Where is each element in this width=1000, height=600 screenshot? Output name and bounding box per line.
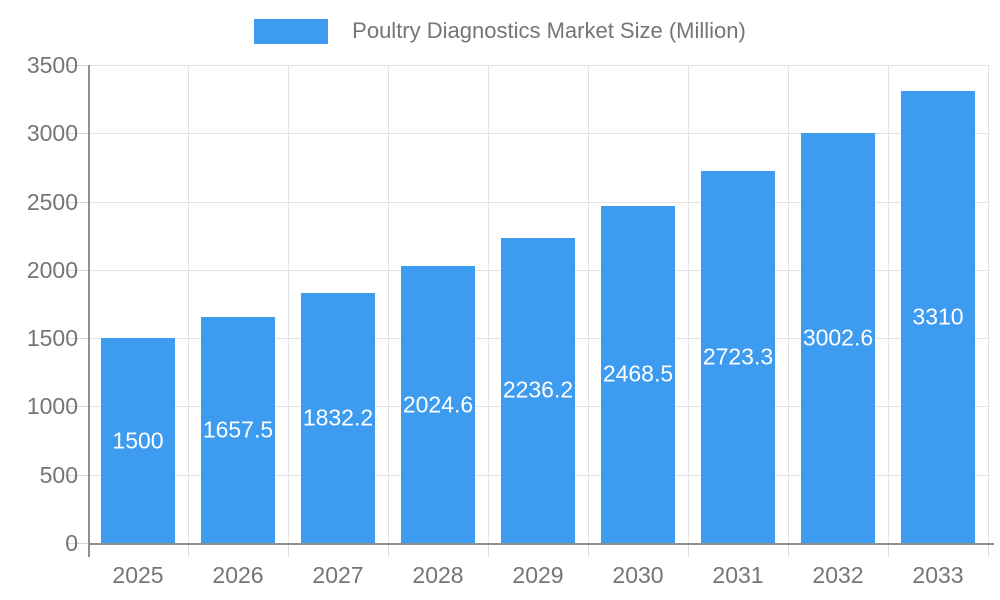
x-axis-tick-label: 2027 bbox=[312, 562, 364, 588]
x-axis-tick bbox=[888, 543, 889, 557]
y-axis-tick bbox=[68, 474, 88, 476]
bar-value-label: 2236.2 bbox=[502, 376, 574, 403]
x-axis-tick bbox=[788, 543, 789, 557]
y-axis-tick-label: 2500 bbox=[26, 188, 78, 215]
gridline-vertical bbox=[588, 65, 589, 543]
x-axis-tick bbox=[988, 543, 989, 557]
gridline-vertical bbox=[388, 65, 389, 543]
gridline-vertical bbox=[488, 65, 489, 543]
x-axis-tick-label: 2030 bbox=[612, 562, 664, 588]
bar-value-label: 1657.5 bbox=[202, 416, 274, 443]
bar-value-label: 2468.5 bbox=[602, 360, 674, 387]
legend-item[interactable]: Poultry Diagnostics Market Size (Million… bbox=[254, 18, 746, 44]
bar-value-label: 2723.3 bbox=[702, 343, 774, 370]
y-axis-tick-label: 0 bbox=[65, 530, 78, 556]
bar-value-label: 2024.6 bbox=[402, 391, 474, 418]
bar-value-label: 1832.2 bbox=[302, 404, 374, 431]
y-axis-tick bbox=[68, 338, 88, 340]
x-axis-tick-label: 2032 bbox=[812, 562, 864, 588]
x-axis-tick bbox=[688, 543, 689, 557]
gridline-horizontal bbox=[88, 65, 988, 66]
x-axis-tick-label: 2031 bbox=[712, 562, 764, 588]
legend-label: Poultry Diagnostics Market Size (Million… bbox=[352, 18, 746, 43]
bar[interactable]: 3310 bbox=[901, 90, 975, 543]
y-axis-tick-label: 1000 bbox=[26, 393, 78, 420]
x-axis-line bbox=[88, 543, 994, 545]
bar-value-label: 3310 bbox=[912, 303, 964, 330]
gridline-vertical bbox=[688, 65, 689, 543]
bar-value-label: 3002.6 bbox=[802, 324, 874, 351]
x-axis-tick-label: 2025 bbox=[112, 562, 164, 588]
x-axis-tick-label: 2026 bbox=[212, 562, 264, 588]
y-axis-tick-label: 2000 bbox=[26, 256, 78, 283]
bar[interactable]: 2024.6 bbox=[401, 266, 475, 543]
bar[interactable]: 1832.2 bbox=[301, 292, 375, 543]
gridline-vertical bbox=[788, 65, 789, 543]
bar[interactable]: 2468.5 bbox=[601, 205, 675, 543]
bar[interactable]: 1500 bbox=[101, 338, 175, 543]
y-axis-line bbox=[88, 65, 90, 557]
bar[interactable]: 3002.6 bbox=[801, 132, 875, 543]
x-axis-tick-label: 2033 bbox=[912, 562, 964, 588]
bar-value-label: 1500 bbox=[112, 427, 164, 454]
x-axis-tick bbox=[488, 543, 489, 557]
y-axis-tick bbox=[68, 201, 88, 203]
y-axis-tick-label: 3000 bbox=[26, 120, 78, 147]
gridline-horizontal bbox=[88, 133, 988, 135]
y-axis-tick-label: 500 bbox=[39, 461, 78, 488]
legend-swatch bbox=[254, 18, 329, 44]
y-axis-tick bbox=[68, 269, 88, 271]
bar[interactable]: 2723.3 bbox=[701, 171, 775, 543]
x-axis-tick bbox=[188, 543, 189, 557]
y-axis-tick bbox=[68, 133, 88, 135]
x-axis-tick-label: 2029 bbox=[512, 562, 564, 588]
x-axis-tick bbox=[588, 543, 589, 557]
chart-legend: Poultry Diagnostics Market Size (Million… bbox=[0, 18, 1000, 44]
gridline-horizontal bbox=[88, 201, 988, 203]
y-axis-tick bbox=[68, 406, 88, 408]
bar[interactable]: 2236.2 bbox=[501, 237, 575, 543]
x-axis-tick bbox=[288, 543, 289, 557]
x-axis-tick bbox=[388, 543, 389, 557]
y-axis-tick-label: 1500 bbox=[26, 325, 78, 352]
y-axis-tick bbox=[68, 543, 88, 544]
gridline-vertical bbox=[988, 65, 989, 543]
gridline-vertical bbox=[188, 65, 189, 543]
gridline-vertical bbox=[888, 65, 889, 543]
y-axis-tick-label: 3500 bbox=[26, 52, 78, 78]
gridline-vertical bbox=[288, 65, 289, 543]
x-axis-tick-label: 2028 bbox=[412, 562, 464, 588]
bar[interactable]: 1657.5 bbox=[201, 316, 275, 543]
y-axis-tick bbox=[68, 65, 88, 66]
